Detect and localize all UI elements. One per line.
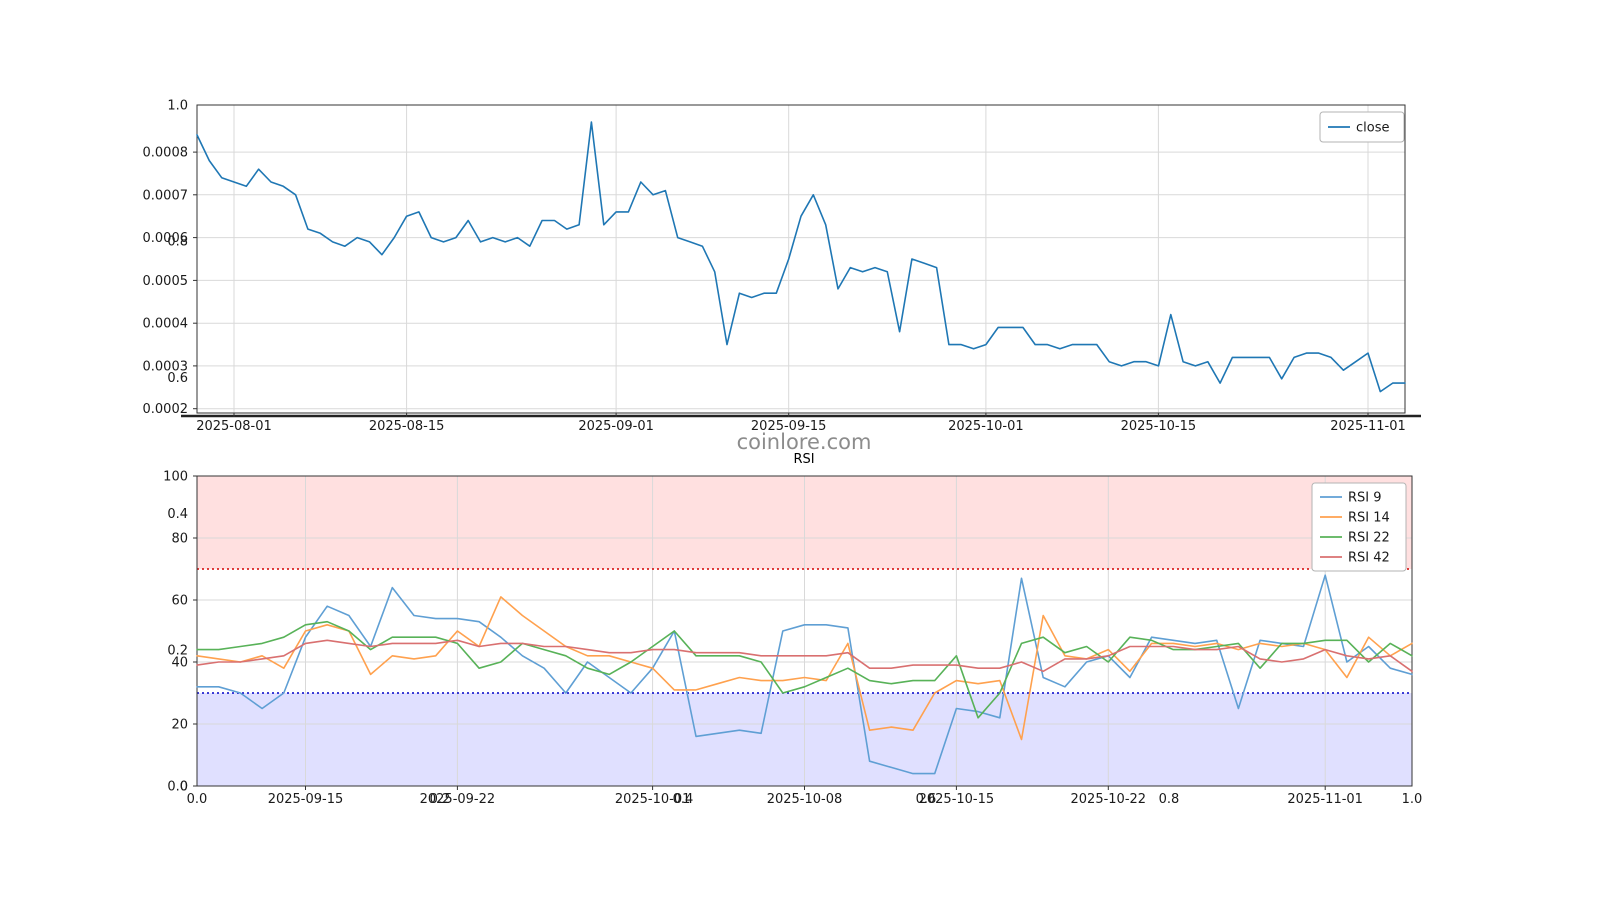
y-tick-label: 0.0006 (143, 231, 189, 246)
figure-left-tick-label: 1.0 (167, 99, 188, 114)
x-tick-label: 2025-10-22 (1071, 792, 1147, 807)
y-tick-label: 0 (180, 780, 188, 795)
x-tick-label: 2025-09-15 (268, 792, 344, 807)
series-line-close (196, 121, 1406, 393)
x-tick-label: 2025-09-22 (420, 792, 496, 807)
y-tick-label: 40 (171, 656, 188, 671)
legend-label: RSI 9 (1348, 491, 1382, 506)
x-tick-label: 2025-10-08 (767, 792, 843, 807)
figure-left-tick-label: 0.2 (167, 643, 188, 658)
x-tick-label: 2025-09-15 (751, 419, 827, 434)
x-tick-label: 2025-10-15 (1121, 419, 1197, 434)
legend-label: close (1356, 121, 1389, 136)
rsi-chart-title: RSI (793, 452, 815, 467)
y-tick-label: 0.0005 (143, 274, 189, 289)
y-tick-label: 80 (171, 532, 188, 547)
plot-frame (196, 104, 1406, 414)
x-tick-label: 2025-10-01 (948, 419, 1024, 434)
x-tick-label: 2025-09-01 (578, 419, 654, 434)
y-tick-label: 60 (171, 594, 188, 609)
y-tick-label: 0.0008 (143, 146, 189, 161)
x-tick-label: 2025-08-15 (369, 419, 445, 434)
figure-bottom-tick-label: 1.0 (1402, 792, 1423, 807)
legend-label: RSI 14 (1348, 511, 1390, 526)
x-tick-label: 2025-08-01 (196, 419, 272, 434)
x-tick-label: 2025-10-01 (615, 792, 691, 807)
series-line-rsi-14 (196, 596, 1413, 741)
legend-label: RSI 22 (1348, 531, 1390, 546)
legend-label: RSI 42 (1348, 551, 1390, 566)
figure-left-tick-label: 0.6 (167, 371, 188, 386)
figure-bottom-tick-label: 0.6 (916, 792, 937, 807)
series-line-rsi-42 (196, 639, 1413, 673)
x-tick-label: 2025-11-01 (1287, 792, 1363, 807)
y-tick-label: 0.0002 (143, 402, 189, 417)
x-tick-label: 2025-11-01 (1330, 419, 1406, 434)
figure-bottom-tick-label: 0.4 (673, 792, 694, 807)
series-line-rsi-22 (196, 620, 1413, 719)
y-tick-label: 0.0003 (143, 359, 189, 374)
series-line-rsi-9 (196, 574, 1413, 775)
y-tick-label: 0.0004 (143, 317, 189, 332)
figure-bottom-tick-label: 0.0 (187, 792, 208, 807)
legend-box (1319, 111, 1405, 143)
figure-left-tick-label: 0.8 (167, 235, 188, 250)
watermark: coinlore.com (736, 430, 872, 454)
figure-left-tick-label: 0.4 (167, 507, 188, 522)
y-tick-label: 100 (163, 470, 188, 485)
figure-left-tick-label: 0.0 (167, 780, 188, 795)
figure-bottom-tick-label: 0.2 (430, 792, 451, 807)
x-tick-label: 2025-10-15 (919, 792, 995, 807)
y-tick-label: 20 (171, 718, 188, 733)
figure-bottom-tick-label: 0.8 (1159, 792, 1180, 807)
y-tick-label: 0.0007 (143, 188, 189, 203)
legend-box (1311, 482, 1407, 572)
